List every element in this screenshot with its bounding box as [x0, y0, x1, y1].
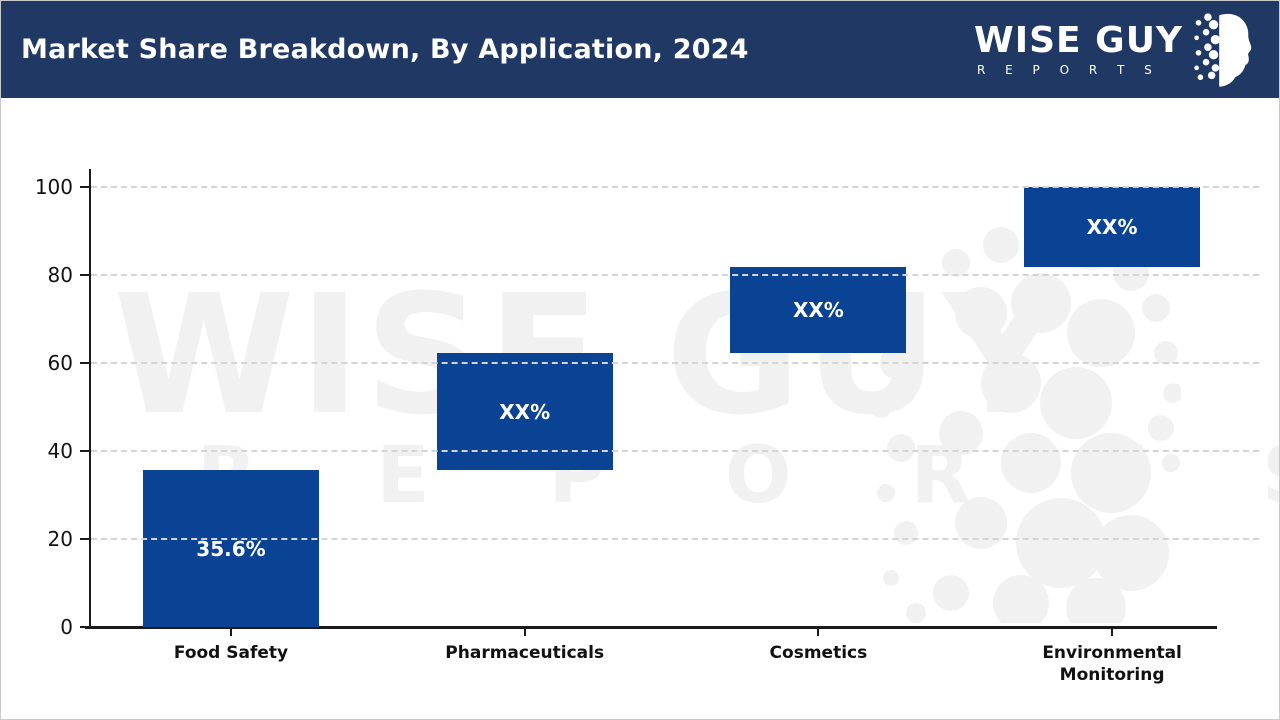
x-axis-tick [230, 629, 232, 636]
waterfall-bar-4: XX% [1024, 187, 1201, 268]
header-bar: Market Share Breakdown, By Application, … [1, 1, 1279, 98]
x-axis-category-label: Pharmaceuticals [445, 643, 605, 663]
y-axis-tick-label: 60 [47, 351, 73, 375]
gridline [91, 450, 1259, 452]
y-axis-tick [80, 362, 90, 364]
gridline [91, 186, 1259, 188]
logo-wordmark: WISE GUY [973, 19, 1183, 61]
waterfall-bar-2: XX% [436, 352, 613, 471]
bar-value-label: 35.6% [196, 536, 266, 561]
y-axis-tick [80, 186, 90, 188]
logo-text: WISE GUY R E P O R T S [973, 19, 1183, 77]
x-axis-tick [817, 629, 820, 636]
x-axis-category-label: Food Safety [173, 643, 289, 663]
gridline [91, 538, 1259, 540]
y-axis-tick-label: 20 [47, 527, 73, 551]
y-axis-tick-label: 100 [34, 175, 73, 199]
gridline [91, 362, 1259, 364]
page-title: Market Share Breakdown, By Application, … [21, 34, 749, 65]
y-axis-tick-label: 40 [47, 439, 73, 463]
waterfall-bar-1: 35.6% [143, 470, 319, 627]
y-axis-tick [80, 626, 90, 628]
x-axis-tick [523, 629, 526, 636]
y-axis-tick [80, 538, 90, 540]
bar-value-label: XX% [1086, 215, 1138, 240]
wiseguy-logo: WISE GUY R E P O R T S [974, 8, 1253, 92]
waterfall-bar-3: XX% [730, 267, 907, 353]
y-axis-tick-label: 80 [47, 263, 73, 287]
y-axis-tick [80, 450, 90, 452]
gridline [91, 274, 1259, 276]
logo-face-icon [1194, 12, 1252, 87]
y-axis-tick-label: 0 [60, 615, 73, 639]
y-axis-tick [80, 274, 90, 276]
x-axis-tick [1111, 629, 1114, 636]
x-axis-category-label: Environmental Monitoring [1042, 643, 1182, 686]
x-axis-line [85, 626, 1217, 629]
logo-subtext: R E P O R T S [976, 62, 1160, 77]
y-axis-line [89, 169, 91, 628]
x-axis-category-label: Cosmetics [769, 643, 868, 663]
bar-value-label: XX% [792, 297, 844, 322]
bar-value-label: XX% [499, 399, 551, 424]
